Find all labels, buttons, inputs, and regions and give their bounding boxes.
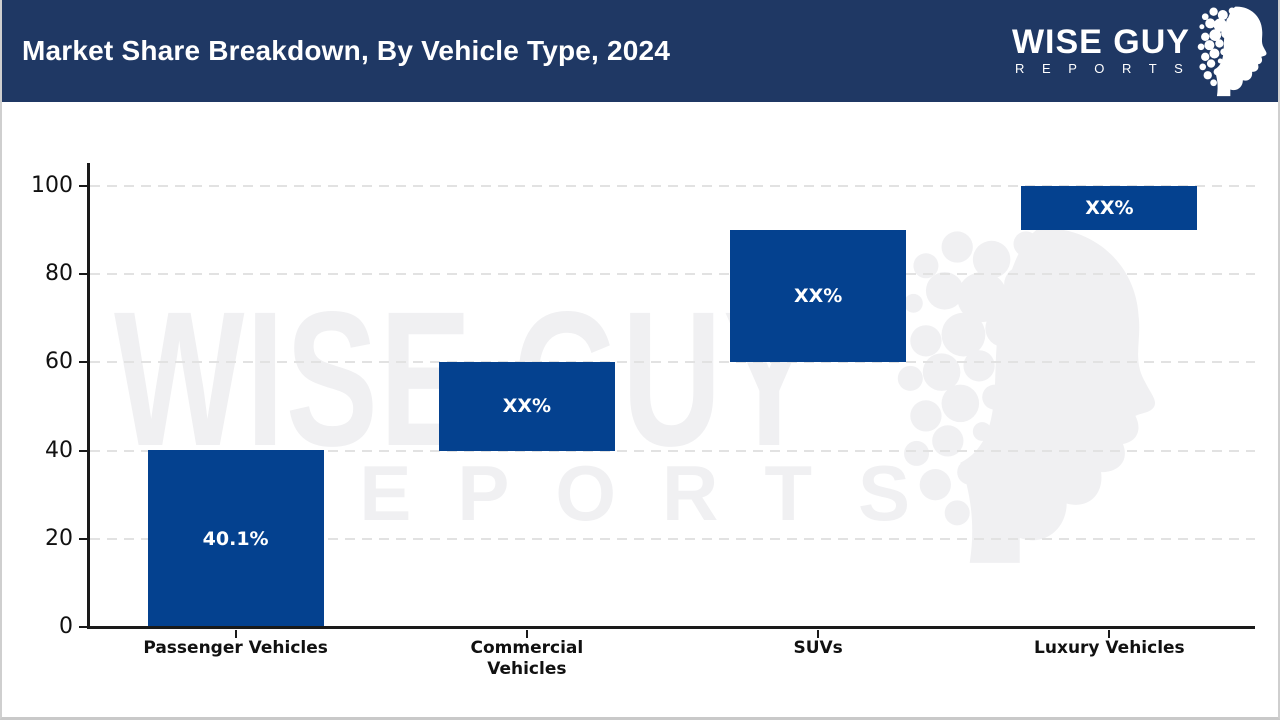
wise-guy-reports-logo: WISE GUY R E P O R T S [1012, 5, 1270, 97]
gridline-100 [90, 185, 1255, 187]
y-tick-label-0: 0 [59, 614, 73, 639]
logo-subtext: R E P O R T S [1014, 61, 1190, 76]
x-tick-1 [525, 630, 528, 638]
bar-value-label: XX% [793, 285, 843, 308]
bar-segment: XX% [438, 362, 615, 451]
gridline-20 [90, 537, 1255, 540]
x-axis-spine [87, 626, 1255, 629]
y-tick-40 [79, 449, 88, 452]
logo-text: WISE GUY R E P O R T S [1012, 25, 1190, 77]
y-tick-label-60: 60 [45, 349, 73, 375]
y-tick-0 [79, 626, 88, 628]
gridline-40 [90, 449, 1255, 452]
y-tick-label-40: 40 [45, 437, 73, 463]
bar-segment: 40.1% [147, 450, 324, 627]
x-category-label: SUVs [793, 638, 843, 658]
bar-segment: XX% [730, 230, 907, 363]
y-tick-60 [79, 361, 88, 364]
header-band: Market Share Breakdown, By Vehicle Type,… [2, 0, 1278, 102]
x-tick-2 [817, 630, 820, 638]
y-tick-80 [79, 273, 88, 276]
bar-segment: XX% [1021, 186, 1198, 231]
logo-wordmark: WISE GUY [1011, 23, 1190, 61]
x-tick-3 [1108, 630, 1111, 638]
x-category-label: Luxury Vehicles [1034, 638, 1185, 658]
bar-value-label: 40.1% [202, 527, 269, 550]
y-axis-spine [87, 163, 90, 629]
chart-title: Market Share Breakdown, By Vehicle Type,… [22, 35, 671, 66]
y-tick-label-20: 20 [45, 525, 73, 551]
x-category-label: Commercial Vehicles [470, 638, 584, 679]
x-tick-0 [234, 630, 237, 638]
y-tick-100 [79, 185, 88, 187]
x-category-label: Passenger Vehicles [143, 638, 328, 658]
y-tick-label-80: 80 [45, 261, 73, 287]
bar-value-label: XX% [502, 395, 552, 418]
bar-value-label: XX% [1085, 197, 1134, 220]
gridline-80 [90, 273, 1255, 276]
logo-head-icon [1197, 6, 1267, 97]
y-tick-20 [79, 537, 88, 540]
gridline-60 [90, 361, 1255, 364]
y-tick-label-100: 100 [31, 173, 73, 198]
